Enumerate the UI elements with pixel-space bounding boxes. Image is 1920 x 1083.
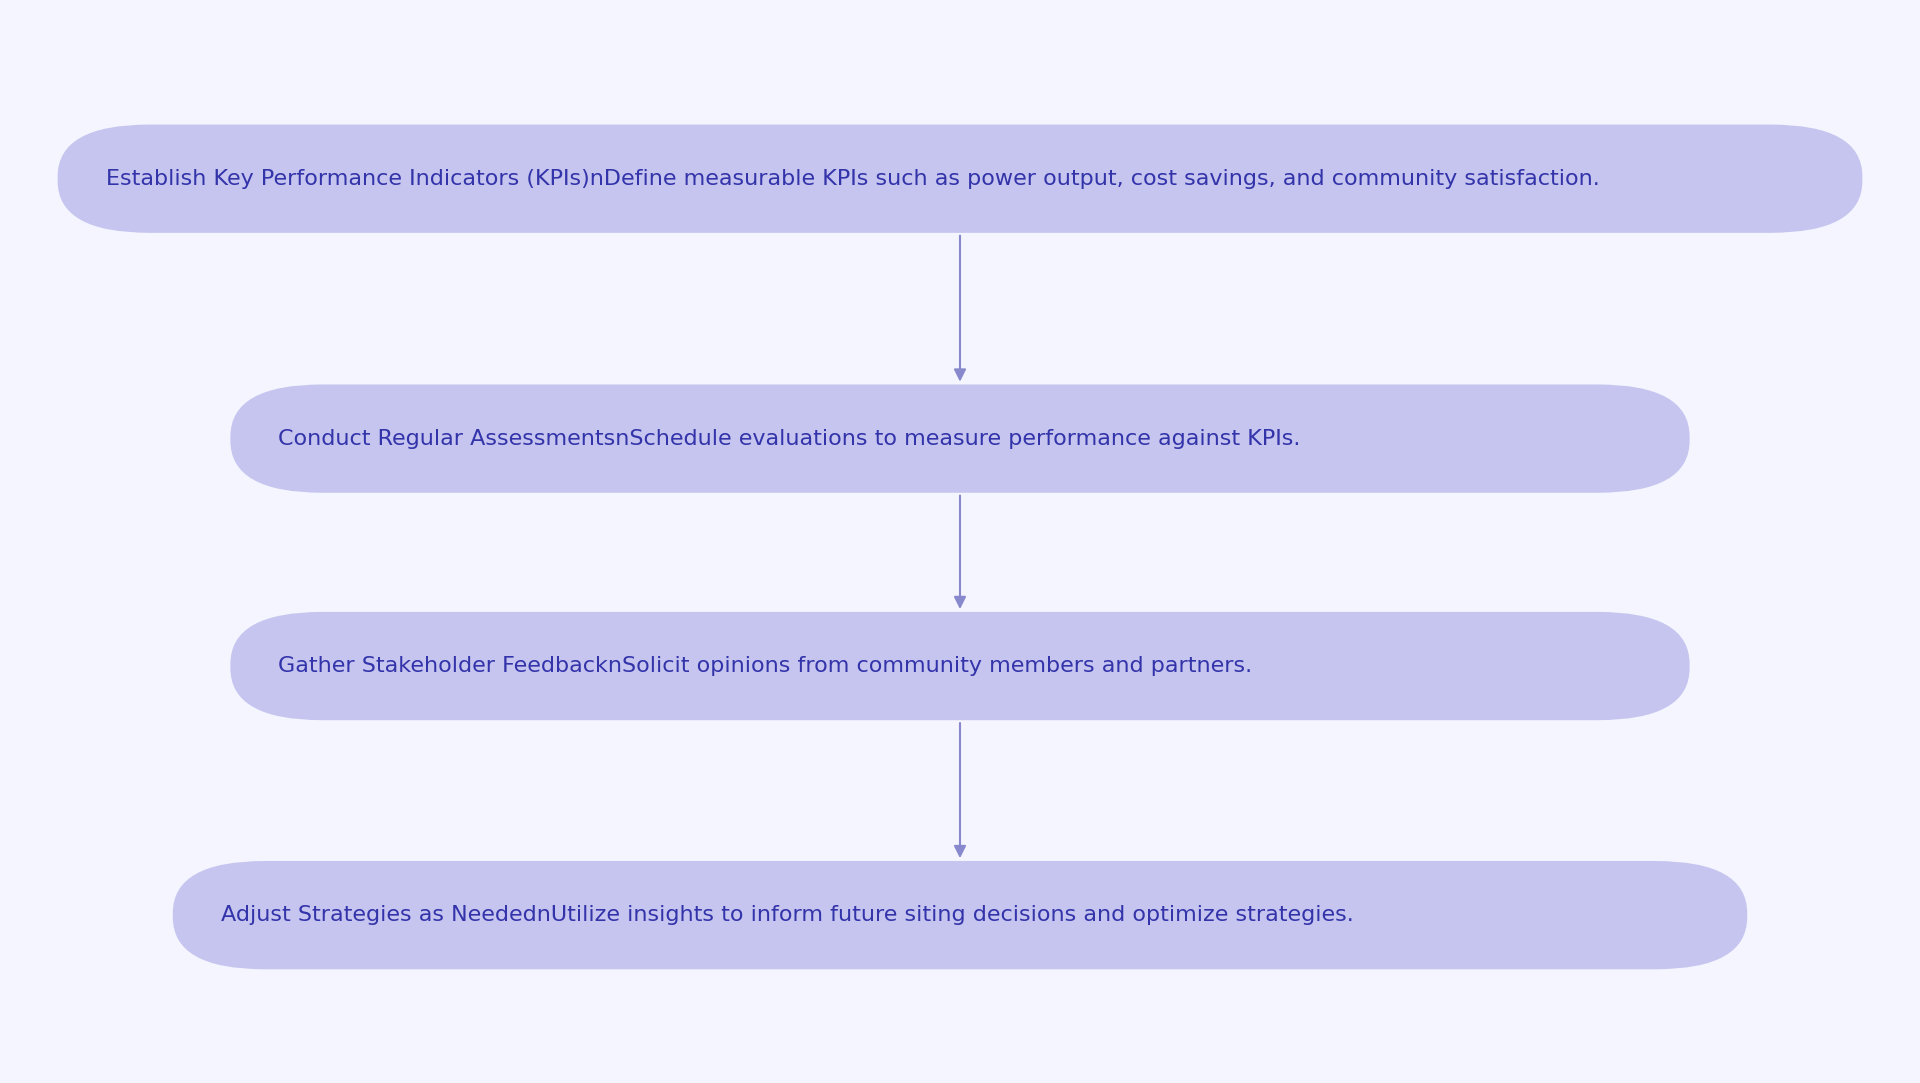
Text: Conduct Regular AssessmentsnSchedule evaluations to measure performance against : Conduct Regular AssessmentsnSchedule eva… bbox=[278, 429, 1300, 448]
FancyBboxPatch shape bbox=[230, 384, 1690, 493]
Text: Adjust Strategies as NeedednUtilize insights to inform future siting decisions a: Adjust Strategies as NeedednUtilize insi… bbox=[221, 905, 1354, 925]
FancyBboxPatch shape bbox=[58, 125, 1862, 233]
FancyBboxPatch shape bbox=[173, 861, 1747, 969]
Text: Establish Key Performance Indicators (KPIs)nDefine measurable KPIs such as power: Establish Key Performance Indicators (KP… bbox=[106, 169, 1599, 188]
FancyBboxPatch shape bbox=[230, 612, 1690, 720]
Text: Gather Stakeholder FeedbacknSolicit opinions from community members and partners: Gather Stakeholder FeedbacknSolicit opin… bbox=[278, 656, 1252, 676]
